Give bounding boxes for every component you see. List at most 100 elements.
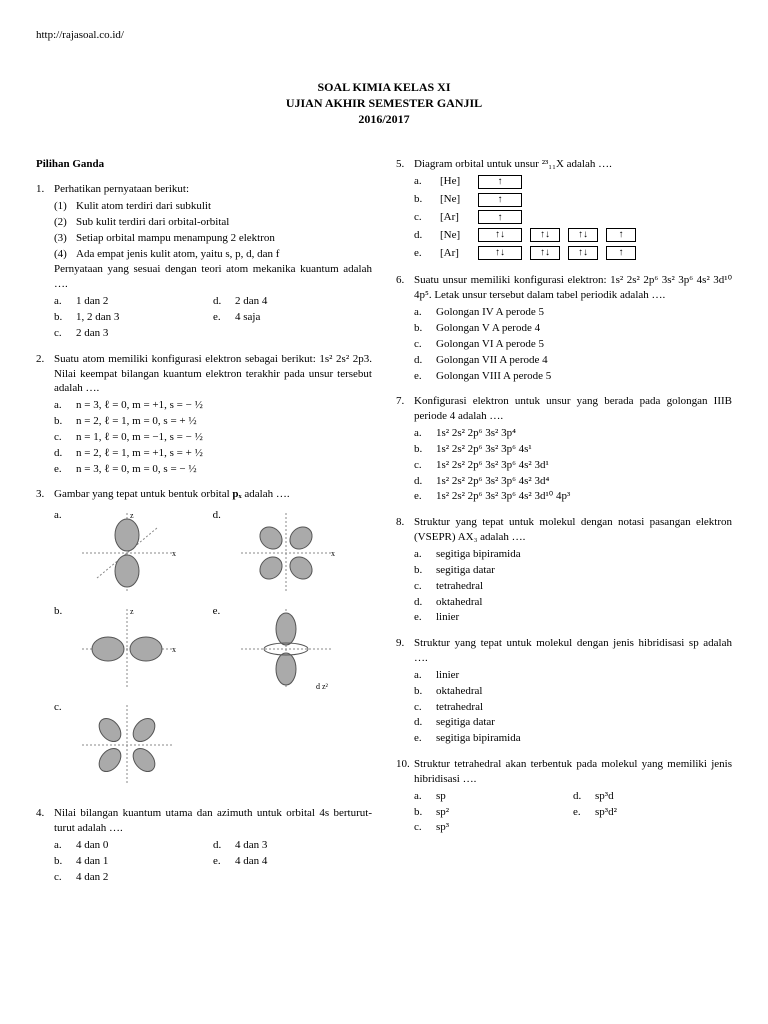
opt-letter: b. bbox=[414, 684, 436, 699]
opt-letter: c. bbox=[414, 700, 436, 715]
right-column: 5. Diagram orbital untuk unsur ²³₁₁X ada… bbox=[396, 157, 732, 895]
svg-text:d z²: d z² bbox=[316, 682, 329, 691]
opt-letter: d. bbox=[414, 353, 436, 368]
opt-letter: c. bbox=[414, 458, 436, 473]
svg-text:z: z bbox=[130, 607, 134, 616]
opt-text: segitiga bipiramida bbox=[436, 731, 732, 746]
opt-text: n = 2, ℓ = 1, m = +1, s = + ½ bbox=[76, 446, 372, 461]
electron-config: [Ar] bbox=[440, 210, 472, 225]
sub-num: (2) bbox=[54, 215, 76, 230]
opt-text: oktahedral bbox=[436, 595, 732, 610]
opt-text: sp³d bbox=[595, 789, 732, 804]
opt-text: Golongan V A perode 4 bbox=[436, 321, 732, 336]
orbital-box: ↑ bbox=[478, 193, 522, 207]
question-number: 4. bbox=[36, 806, 54, 885]
question-text: Struktur yang tepat untuk molekul dengan… bbox=[414, 515, 732, 545]
opt-text: n = 3, ℓ = 0, m = 0, s = − ½ bbox=[76, 462, 372, 477]
question-9: 9. Struktur yang tepat untuk molekul den… bbox=[396, 636, 732, 747]
opt-text: 2 dan 3 bbox=[76, 326, 213, 341]
section-heading: Pilihan Ganda bbox=[36, 157, 372, 172]
opt-text: oktahedral bbox=[436, 684, 732, 699]
opt-text: 1, 2 dan 3 bbox=[76, 310, 213, 325]
question-number: 9. bbox=[396, 636, 414, 747]
question-4: 4. Nilai bilangan kuantum utama dan azim… bbox=[36, 806, 372, 885]
opt-text: n = 3, ℓ = 0, m = +1, s = − ½ bbox=[76, 398, 372, 413]
question-text: Gambar yang tepat untuk bentuk orbital p… bbox=[54, 487, 372, 502]
opt-letter: a. bbox=[414, 426, 436, 441]
opt-letter: e. bbox=[414, 731, 436, 746]
orbital-box: ↑↓ bbox=[530, 228, 560, 242]
opt-letter: d. bbox=[414, 474, 436, 489]
opt-letter: a. bbox=[414, 668, 436, 683]
sub-text: Setiap orbital mampu menampung 2 elektro… bbox=[76, 231, 372, 246]
orbital-box: ↑ bbox=[606, 228, 636, 242]
opt-letter: a. bbox=[54, 294, 76, 309]
opt-letter: b. bbox=[414, 563, 436, 578]
opt-text: 1s² 2s² 2p⁶ 3s² 3p⁴ bbox=[436, 426, 732, 441]
question-10: 10. Struktur tetrahedral akan terbentuk … bbox=[396, 757, 732, 836]
opt-letter: e. bbox=[414, 489, 436, 504]
electron-config: [Ne] bbox=[440, 192, 472, 207]
question-3: 3. Gambar yang tepat untuk bentuk orbita… bbox=[36, 487, 372, 796]
opt-text: 4 dan 1 bbox=[76, 854, 213, 869]
question-text: Suatu atom memiliki konfigurasi elektron… bbox=[54, 352, 372, 397]
opt-letter: b. bbox=[54, 604, 72, 694]
svg-text:x: x bbox=[172, 645, 176, 654]
question-number: 6. bbox=[396, 273, 414, 384]
opt-letter: c. bbox=[414, 579, 436, 594]
sub-num: (4) bbox=[54, 247, 76, 262]
opt-letter: e. bbox=[414, 246, 434, 261]
left-column: Pilihan Ganda 1. Perhatikan pernyataan b… bbox=[36, 157, 372, 895]
opt-letter: e. bbox=[573, 805, 595, 820]
opt-text: sp³d² bbox=[595, 805, 732, 820]
opt-text: n = 1, ℓ = 0, m = −1, s = − ½ bbox=[76, 430, 372, 445]
opt-letter: b. bbox=[54, 310, 76, 325]
opt-text: 2 dan 4 bbox=[235, 294, 372, 309]
opt-letter: d. bbox=[414, 228, 434, 243]
electron-config: [Ar] bbox=[440, 246, 472, 261]
svg-text:x: x bbox=[172, 549, 176, 558]
orbital-dxz-icon: x bbox=[231, 508, 341, 598]
opt-letter: d. bbox=[414, 595, 436, 610]
question-number: 2. bbox=[36, 352, 54, 478]
opt-text: segitiga datar bbox=[436, 715, 732, 730]
orbital-box: ↑↓ bbox=[568, 228, 598, 242]
orbital-pz-icon: zx bbox=[72, 508, 182, 598]
opt-letter: d. bbox=[54, 446, 76, 461]
sub-text: Sub kulit terdiri dari orbital-orbital bbox=[76, 215, 372, 230]
opt-text: 4 dan 4 bbox=[235, 854, 372, 869]
opt-letter: e. bbox=[213, 604, 231, 694]
opt-letter: c. bbox=[54, 700, 72, 790]
electron-config: [He] bbox=[440, 174, 472, 189]
opt-text: segitiga bipiramida bbox=[436, 547, 732, 562]
opt-letter: e. bbox=[414, 610, 436, 625]
orbital-box: ↑↓ bbox=[478, 246, 522, 260]
opt-letter: a. bbox=[414, 174, 434, 189]
question-text: Suatu unsur memiliki konfigurasi elektro… bbox=[414, 273, 732, 303]
opt-letter: b. bbox=[54, 414, 76, 429]
opt-text: 4 dan 2 bbox=[76, 870, 213, 885]
opt-letter: d. bbox=[213, 838, 235, 853]
opt-letter: c. bbox=[54, 326, 76, 341]
opt-text: sp³ bbox=[436, 820, 573, 835]
opt-letter: c. bbox=[54, 430, 76, 445]
orbital-box: ↑ bbox=[478, 210, 522, 224]
title-line-3: 2016/2017 bbox=[36, 111, 732, 127]
question-8: 8. Struktur yang tepat untuk molekul den… bbox=[396, 515, 732, 626]
question-number: 3. bbox=[36, 487, 54, 796]
opt-text: 1s² 2s² 2p⁶ 3s² 3p⁶ 4s² 3d¹ bbox=[436, 458, 732, 473]
orbital-box: ↑ bbox=[606, 246, 636, 260]
opt-text: linier bbox=[436, 610, 732, 625]
question-text: Perhatikan pernyataan berikut: bbox=[54, 182, 372, 197]
orbital-box: ↑↓ bbox=[568, 246, 598, 260]
question-5: 5. Diagram orbital untuk unsur ²³₁₁X ada… bbox=[396, 157, 732, 263]
orbital-box: ↑ bbox=[478, 175, 522, 189]
opt-text: 4 saja bbox=[235, 310, 372, 325]
opt-letter: c. bbox=[414, 210, 434, 225]
opt-letter: c. bbox=[414, 820, 436, 835]
opt-letter: e. bbox=[54, 462, 76, 477]
opt-letter: e. bbox=[414, 369, 436, 384]
orbital-px-icon: xz bbox=[72, 604, 182, 694]
question-number: 1. bbox=[36, 182, 54, 341]
opt-letter: a. bbox=[54, 508, 72, 598]
